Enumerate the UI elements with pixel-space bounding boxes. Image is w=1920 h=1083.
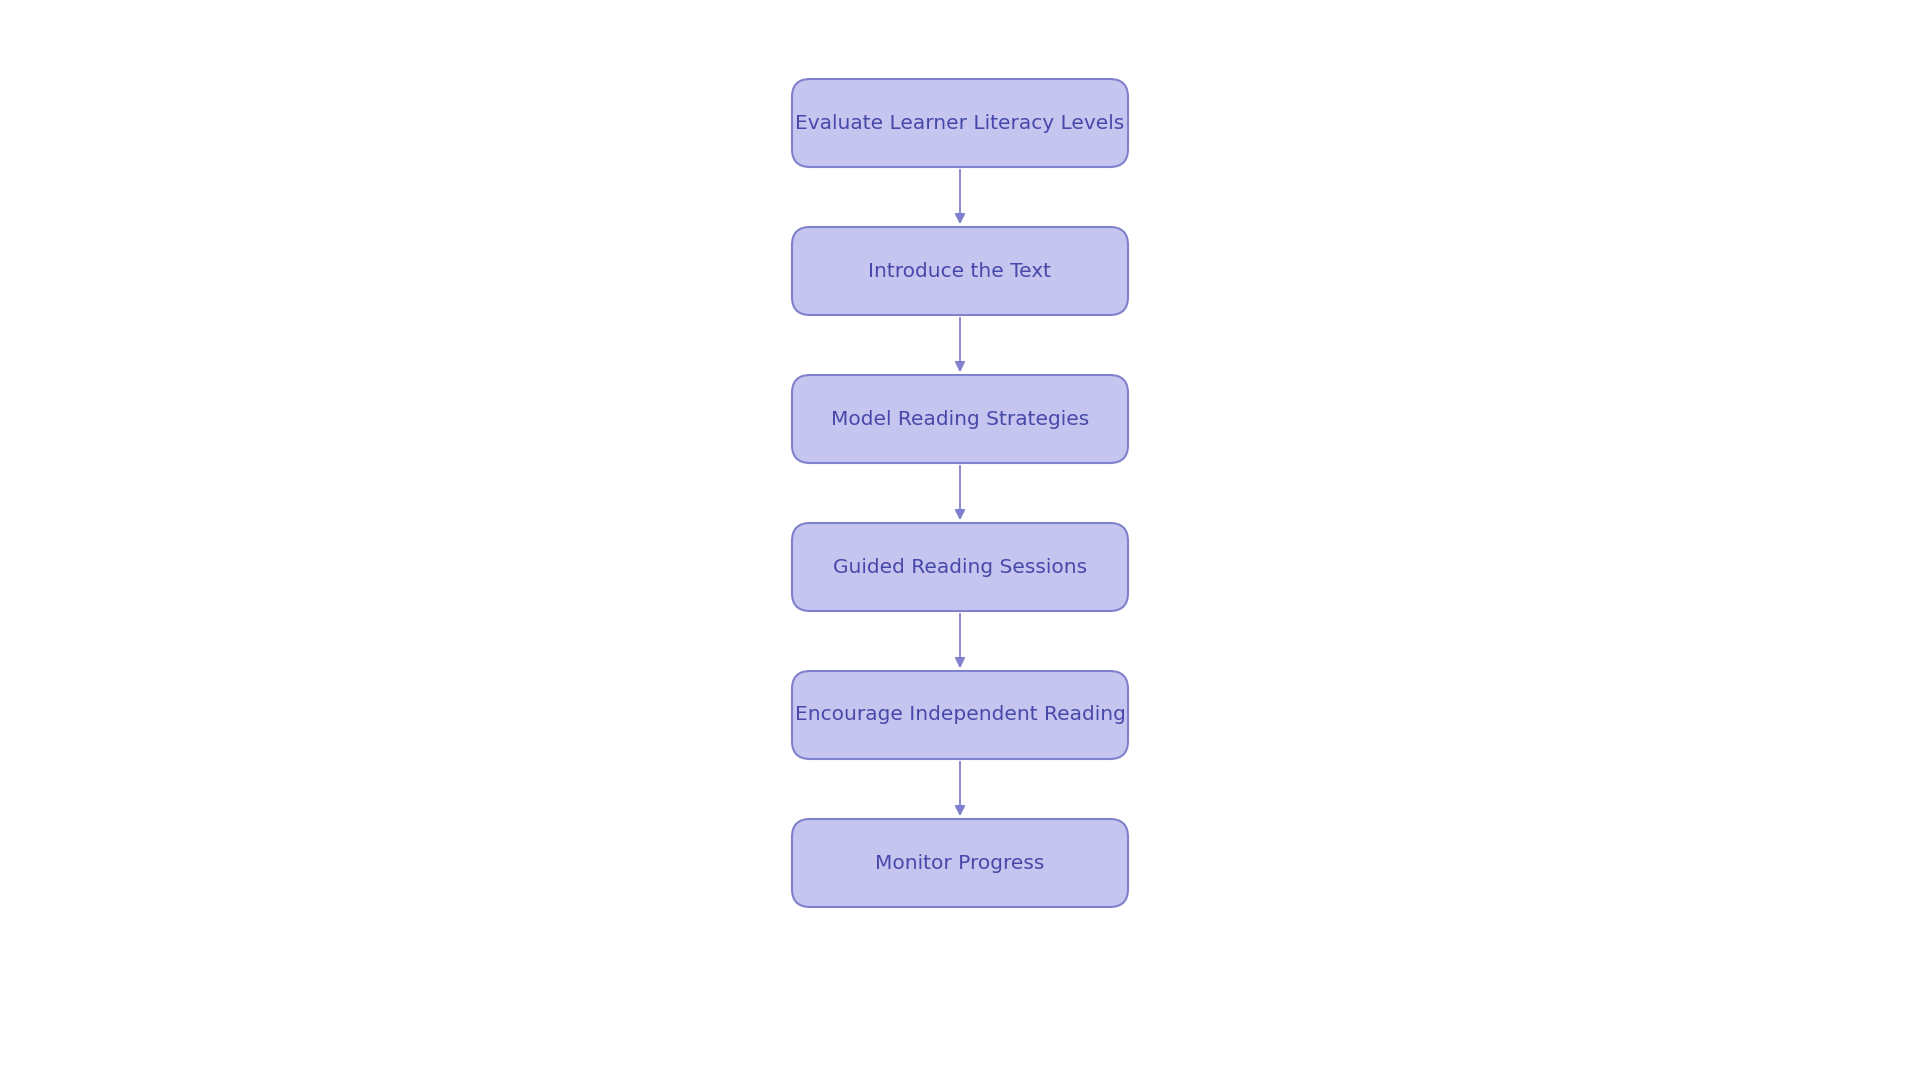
Text: Introduce the Text: Introduce the Text: [868, 261, 1052, 280]
FancyBboxPatch shape: [791, 819, 1129, 906]
FancyBboxPatch shape: [791, 79, 1129, 167]
FancyBboxPatch shape: [791, 671, 1129, 759]
Text: Evaluate Learner Literacy Levels: Evaluate Learner Literacy Levels: [795, 114, 1125, 132]
Text: Guided Reading Sessions: Guided Reading Sessions: [833, 558, 1087, 576]
Text: Model Reading Strategies: Model Reading Strategies: [831, 409, 1089, 429]
FancyBboxPatch shape: [791, 375, 1129, 464]
FancyBboxPatch shape: [791, 523, 1129, 611]
Text: Encourage Independent Reading: Encourage Independent Reading: [795, 705, 1125, 725]
FancyBboxPatch shape: [791, 227, 1129, 315]
Text: Monitor Progress: Monitor Progress: [876, 853, 1044, 873]
